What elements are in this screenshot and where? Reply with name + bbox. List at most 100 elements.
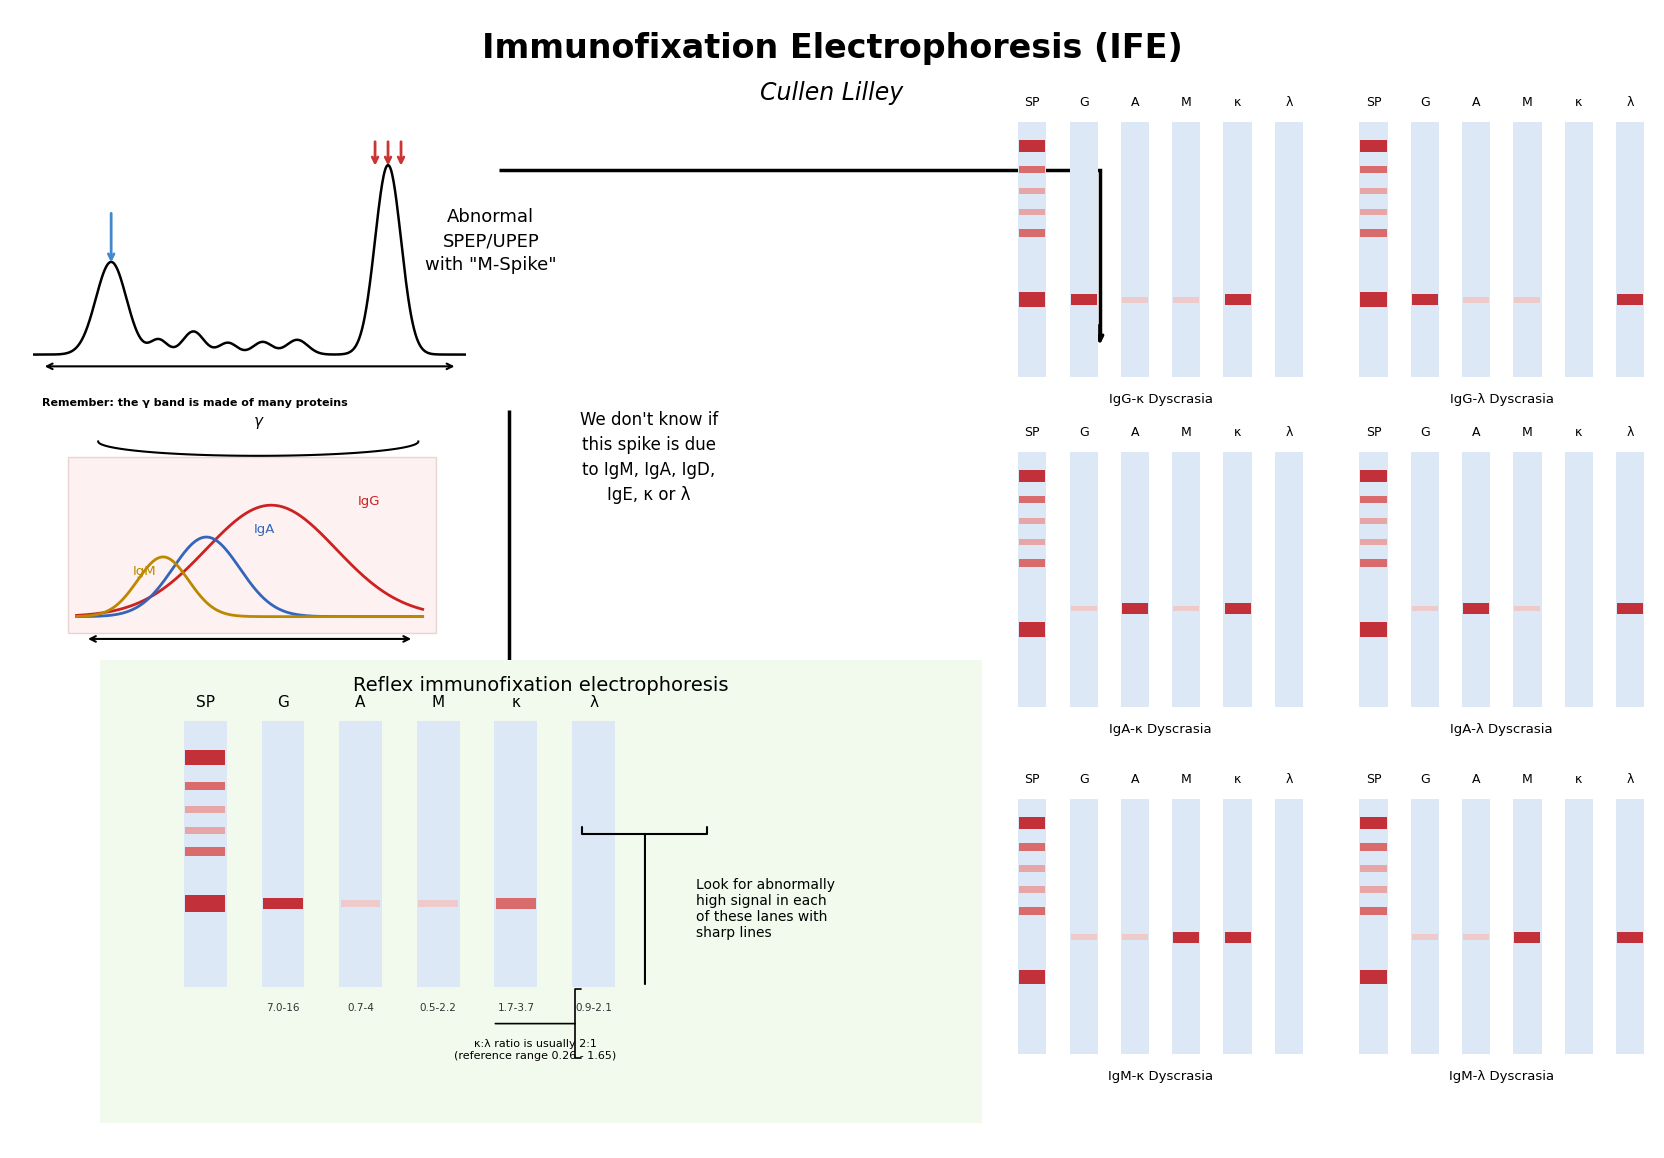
Bar (1361, 818, 1386, 829)
Bar (1617, 294, 1642, 305)
Bar (1616, 122, 1644, 376)
Bar (1020, 140, 1045, 152)
Bar (1463, 296, 1489, 302)
Bar (1411, 294, 1438, 305)
Text: SP: SP (1025, 426, 1040, 439)
Text: κ:λ ratio is usually 2:1
(reference range 0.26 - 1.65): κ:λ ratio is usually 2:1 (reference rang… (454, 1039, 616, 1061)
Bar (1514, 296, 1541, 302)
Bar (1122, 122, 1150, 376)
Text: λ: λ (589, 696, 597, 711)
Bar (1275, 122, 1303, 376)
Text: κ: κ (1235, 426, 1241, 439)
Bar (1020, 622, 1045, 637)
Text: A: A (1473, 426, 1481, 439)
Text: 1.7-3.7: 1.7-3.7 (498, 1003, 534, 1013)
Bar (1020, 496, 1045, 504)
Bar (1361, 907, 1386, 915)
Bar (1564, 452, 1592, 706)
Text: A: A (1132, 426, 1140, 439)
Bar (1122, 603, 1148, 614)
Bar (1018, 799, 1047, 1054)
Text: M: M (1181, 426, 1191, 439)
Text: SP: SP (196, 696, 215, 711)
Bar (1361, 229, 1386, 237)
Text: SP: SP (1025, 96, 1040, 109)
Text: G: G (1419, 426, 1429, 439)
Bar (1411, 122, 1439, 376)
Bar (1514, 606, 1541, 611)
Bar (68, 457, 436, 632)
Bar (1223, 799, 1251, 1054)
Bar (1361, 559, 1386, 567)
Bar (1070, 122, 1098, 376)
Bar (1514, 932, 1541, 943)
Bar (1361, 140, 1386, 152)
Bar (1513, 799, 1541, 1054)
Text: M: M (431, 696, 444, 711)
Bar (1020, 292, 1045, 307)
Bar (1171, 122, 1200, 376)
Bar (1616, 452, 1644, 706)
Bar (1359, 122, 1388, 376)
Bar (1020, 538, 1045, 545)
Bar (1513, 452, 1541, 706)
Text: M: M (1523, 426, 1533, 439)
Text: IgG-κ Dyscrasia: IgG-κ Dyscrasia (1108, 393, 1213, 405)
Bar (1020, 907, 1045, 915)
Text: κ: κ (1235, 96, 1241, 109)
Bar (1361, 188, 1386, 195)
Bar (185, 782, 225, 790)
Text: λ: λ (1285, 96, 1293, 109)
Bar (1225, 294, 1251, 305)
Text: A: A (356, 696, 366, 711)
Bar (1361, 843, 1386, 851)
Text: We don't know if
this spike is due
to IgM, IgA, IgD,
IgE, κ or λ: We don't know if this spike is due to Ig… (579, 411, 719, 504)
Text: κ: κ (1576, 774, 1582, 786)
Bar (1617, 932, 1642, 943)
Text: λ: λ (1285, 774, 1293, 786)
Text: IgA: IgA (255, 523, 275, 536)
Bar (1122, 935, 1148, 940)
Bar (418, 900, 458, 907)
Text: A: A (1473, 96, 1481, 109)
Bar (1361, 470, 1386, 482)
Bar (1020, 188, 1045, 195)
Bar (1361, 865, 1386, 872)
Text: G: G (1078, 774, 1088, 786)
Bar (1275, 452, 1303, 706)
Text: G: G (276, 696, 290, 711)
Bar (1018, 452, 1047, 706)
Bar (1411, 799, 1439, 1054)
Bar (1361, 969, 1386, 984)
Text: λ: λ (1626, 426, 1634, 439)
Bar (1616, 799, 1644, 1054)
Bar (1020, 208, 1045, 215)
Bar (1070, 935, 1097, 940)
Text: IgG-λ Dyscrasia: IgG-λ Dyscrasia (1449, 393, 1554, 405)
Bar (1361, 496, 1386, 504)
Bar (341, 900, 381, 907)
Bar (263, 897, 303, 909)
Bar (185, 750, 225, 764)
Bar (416, 721, 459, 987)
FancyBboxPatch shape (92, 655, 990, 1128)
Bar (1361, 208, 1386, 215)
Text: SP: SP (1366, 426, 1381, 439)
Text: λ: λ (1285, 426, 1293, 439)
Text: 0.9-2.1: 0.9-2.1 (576, 1003, 612, 1013)
Bar (1463, 799, 1491, 1054)
Text: G: G (1078, 426, 1088, 439)
Bar (339, 721, 383, 987)
Bar (1070, 294, 1097, 305)
Text: A: A (1132, 96, 1140, 109)
Bar (1359, 452, 1388, 706)
Bar (1463, 603, 1489, 614)
Bar (1122, 296, 1148, 302)
Text: G: G (1419, 96, 1429, 109)
Text: A: A (1473, 774, 1481, 786)
Text: IgM-λ Dyscrasia: IgM-λ Dyscrasia (1449, 1070, 1554, 1083)
Bar (1617, 603, 1642, 614)
Bar (1171, 452, 1200, 706)
Text: Abnormal
SPEP/UPEP
with "M-Spike": Abnormal SPEP/UPEP with "M-Spike" (424, 208, 557, 273)
Text: M: M (1181, 96, 1191, 109)
